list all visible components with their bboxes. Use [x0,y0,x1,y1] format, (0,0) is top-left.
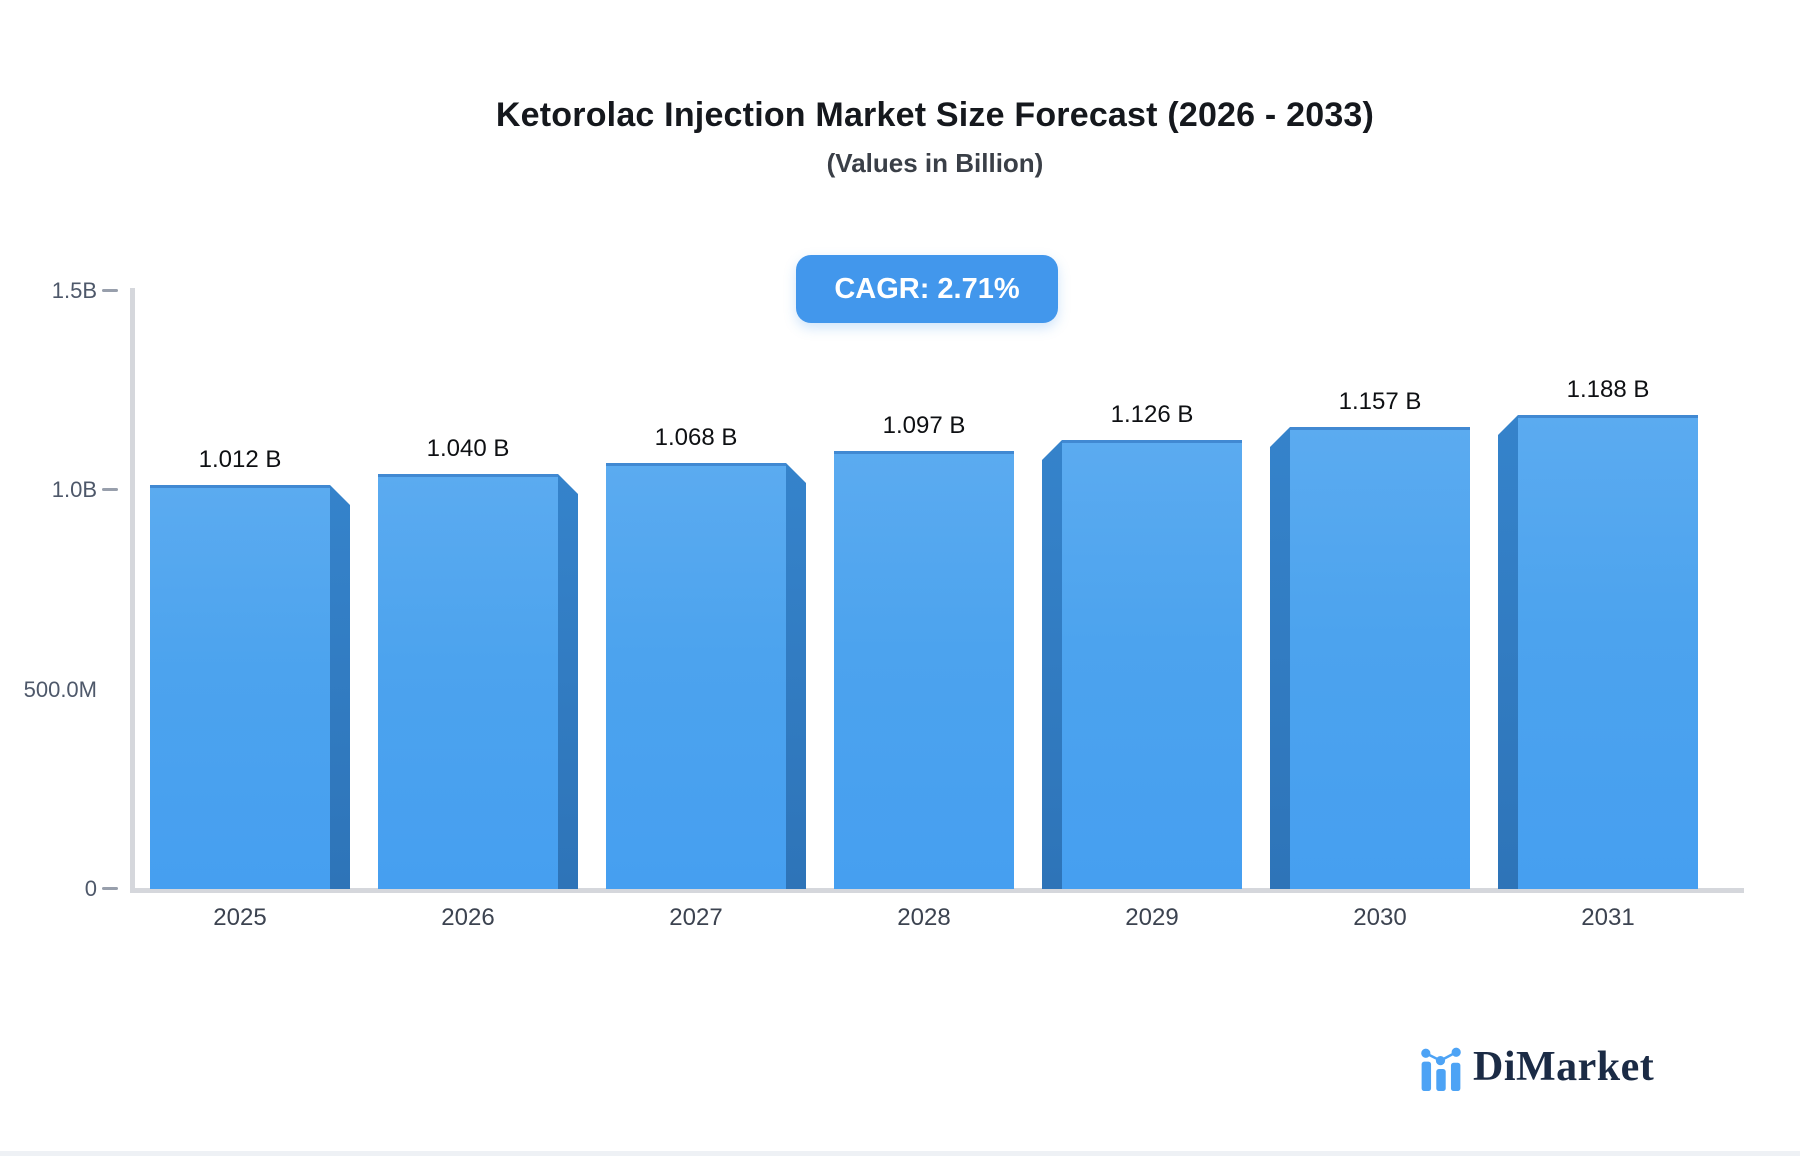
y-tick-dash [102,887,118,890]
brand-logo[interactable]: DiMarket [1421,1042,1654,1094]
x-axis-label-2025: 2025 [213,904,267,931]
y-tick-label: 500.0M [23,677,97,702]
bar-side-2025 [330,485,350,889]
chart-title: Ketorolac Injection Market Size Forecast… [495,96,1375,134]
bar-value-label: 1.012 B [198,446,282,473]
x-axis-label-2029: 2029 [1125,904,1179,931]
bar-side-2031 [1498,415,1518,889]
dimarket-bars-icon [1421,1047,1461,1091]
bar-value-label: 1.068 B [654,424,738,451]
bar-2030[interactable] [1290,427,1470,889]
page-bottom-edge [0,1151,1800,1156]
brand-name: DiMarket [1473,1044,1655,1090]
bar-2026[interactable] [378,474,558,889]
bar-2029[interactable] [1062,440,1242,889]
x-axis-label-2028: 2028 [897,904,951,931]
bar-value-label: 1.157 B [1338,388,1422,415]
cagr-badge: CAGR: 2.71% [796,255,1058,323]
bar-2025[interactable] [150,485,330,889]
chart-header: Ketorolac Injection Market Size Forecast… [130,0,1740,179]
bar-2031[interactable] [1518,415,1698,889]
bar-value-label: 1.126 B [1110,401,1194,428]
bar-value-label: 1.097 B [882,412,966,439]
chart-subtitle: (Values in Billion) [826,148,1044,178]
bar-side-2029 [1042,440,1062,889]
y-tick-dash [102,488,118,491]
bar-2028[interactable] [834,451,1014,889]
x-axis-label-2027: 2027 [669,904,723,931]
x-axis-label-2026: 2026 [441,904,495,931]
y-tick-dash [102,289,118,292]
y-tick-label: 0 [84,876,97,901]
bar-side-2027 [786,463,806,889]
bar-2027[interactable] [606,463,786,889]
x-axis-line [130,888,1744,893]
y-tick-label: 1.5B [51,278,97,303]
y-tick-label: 1.0B [51,477,97,502]
x-axis-label-2030: 2030 [1353,904,1407,931]
x-axis-label-2031: 2031 [1581,904,1635,931]
y-axis-line [130,288,135,891]
bar-value-label: 1.188 B [1566,376,1650,403]
bar-side-2030 [1270,427,1290,889]
bar-value-label: 1.040 B [426,435,510,462]
bar-side-2026 [558,474,578,889]
